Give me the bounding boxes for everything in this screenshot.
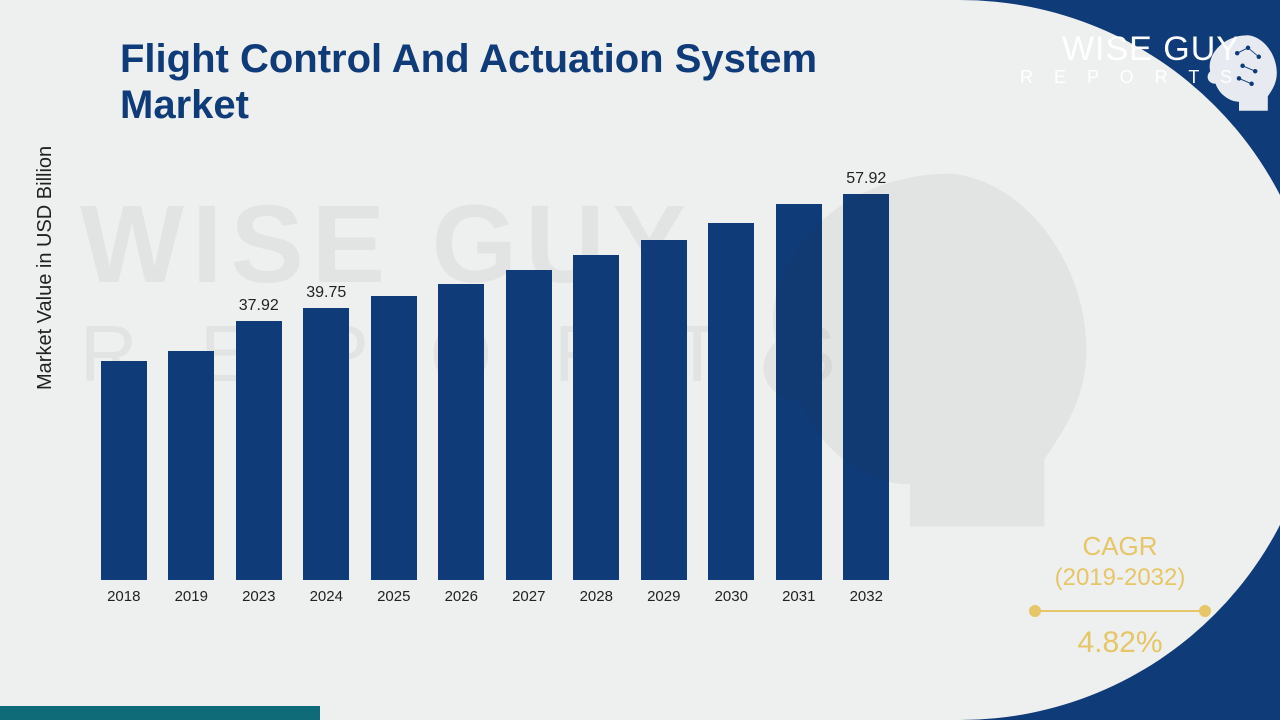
cagr-value: 4.82% xyxy=(1010,626,1230,660)
bar xyxy=(641,240,687,580)
bar-slot xyxy=(765,170,833,580)
bar xyxy=(101,361,147,580)
chart-title: Flight Control And Actuation System Mark… xyxy=(120,36,940,128)
bar xyxy=(438,284,484,580)
bar-slot: 39.75 xyxy=(293,170,361,580)
x-tick-label: 2024 xyxy=(293,582,361,605)
x-tick-label: 2023 xyxy=(225,582,293,605)
x-tick-label: 2026 xyxy=(428,582,496,605)
cagr-divider xyxy=(1035,610,1205,612)
report-slide: WISE GUY R E P O R T S Flight Control An… xyxy=(0,0,1280,720)
bars-container: 37.92 39.75 57.92 xyxy=(90,170,900,580)
bar xyxy=(776,204,822,580)
bar-slot xyxy=(428,170,496,580)
bar xyxy=(708,223,754,580)
bar-slot xyxy=(360,170,428,580)
cagr-period: (2019-2032) xyxy=(1010,564,1230,592)
bar xyxy=(168,351,214,580)
x-tick-label: 2025 xyxy=(360,582,428,605)
cagr-label: CAGR xyxy=(1010,531,1230,562)
bar-slot xyxy=(563,170,631,580)
bar xyxy=(371,296,417,580)
bar-slot xyxy=(90,170,158,580)
x-tick-label: 2028 xyxy=(563,582,631,605)
x-tick-label: 2031 xyxy=(765,582,833,605)
bar xyxy=(236,321,282,580)
bar xyxy=(573,255,619,580)
bar-value-label: 39.75 xyxy=(306,284,346,302)
bar-slot xyxy=(630,170,698,580)
y-axis-label: Market Value in USD Billion xyxy=(34,146,57,390)
x-tick-label: 2029 xyxy=(630,582,698,605)
x-tick-label: 2018 xyxy=(90,582,158,605)
logo-line2: R E P O R T S xyxy=(1020,67,1240,88)
bar-value-label: 57.92 xyxy=(846,170,886,188)
logo-line1: WISE GUY xyxy=(1020,30,1240,69)
x-tick-label: 2030 xyxy=(698,582,766,605)
cagr-callout: CAGR (2019-2032) 4.82% xyxy=(1010,531,1230,660)
x-tick-label: 2019 xyxy=(158,582,226,605)
bar xyxy=(843,194,889,580)
bar-value-label: 37.92 xyxy=(239,297,279,315)
x-tick-label: 2032 xyxy=(833,582,901,605)
x-axis: 2018201920232024202520262027202820292030… xyxy=(90,582,900,605)
bar xyxy=(303,308,349,580)
bar-slot xyxy=(495,170,563,580)
x-tick-label: 2027 xyxy=(495,582,563,605)
bottom-accent-bar xyxy=(0,706,320,720)
bar-slot: 37.92 xyxy=(225,170,293,580)
bar-slot xyxy=(698,170,766,580)
bar-chart: 37.92 39.75 57.92 xyxy=(90,170,900,580)
bar-slot: 57.92 xyxy=(833,170,901,580)
bar-slot xyxy=(158,170,226,580)
brand-logo: WISE GUY R E P O R T S xyxy=(1020,30,1240,88)
bar xyxy=(506,270,552,580)
